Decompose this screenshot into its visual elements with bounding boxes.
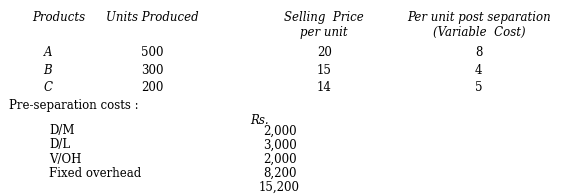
Text: D/M: D/M <box>49 124 75 137</box>
Text: Fixed overhead: Fixed overhead <box>49 167 142 180</box>
Text: 2,000: 2,000 <box>263 124 296 137</box>
Text: D/L: D/L <box>49 138 71 152</box>
Text: 2,000: 2,000 <box>263 152 296 165</box>
Text: 8: 8 <box>475 46 483 59</box>
Text: V/OH: V/OH <box>49 152 82 165</box>
Text: Products: Products <box>32 11 86 24</box>
Text: 4: 4 <box>475 64 483 77</box>
Text: 200: 200 <box>141 81 164 94</box>
Text: Rs.: Rs. <box>250 114 269 127</box>
Text: 5: 5 <box>475 81 483 94</box>
Text: 15: 15 <box>317 64 332 77</box>
Text: 20: 20 <box>317 46 332 59</box>
Text: Selling  Price
per unit: Selling Price per unit <box>284 11 364 39</box>
Text: B: B <box>44 64 52 77</box>
Text: C: C <box>44 81 53 94</box>
Text: Pre-separation costs :: Pre-separation costs : <box>9 99 139 112</box>
Text: Per unit post separation
(Variable  Cost): Per unit post separation (Variable Cost) <box>407 11 550 39</box>
Text: 8,200: 8,200 <box>263 167 296 180</box>
Text: A: A <box>44 46 52 59</box>
Text: 14: 14 <box>317 81 332 94</box>
Text: Units Produced: Units Produced <box>106 11 199 24</box>
Text: 3,000: 3,000 <box>263 138 296 152</box>
Text: 300: 300 <box>141 64 164 77</box>
Text: 15,200: 15,200 <box>259 181 300 194</box>
Text: 500: 500 <box>141 46 164 59</box>
